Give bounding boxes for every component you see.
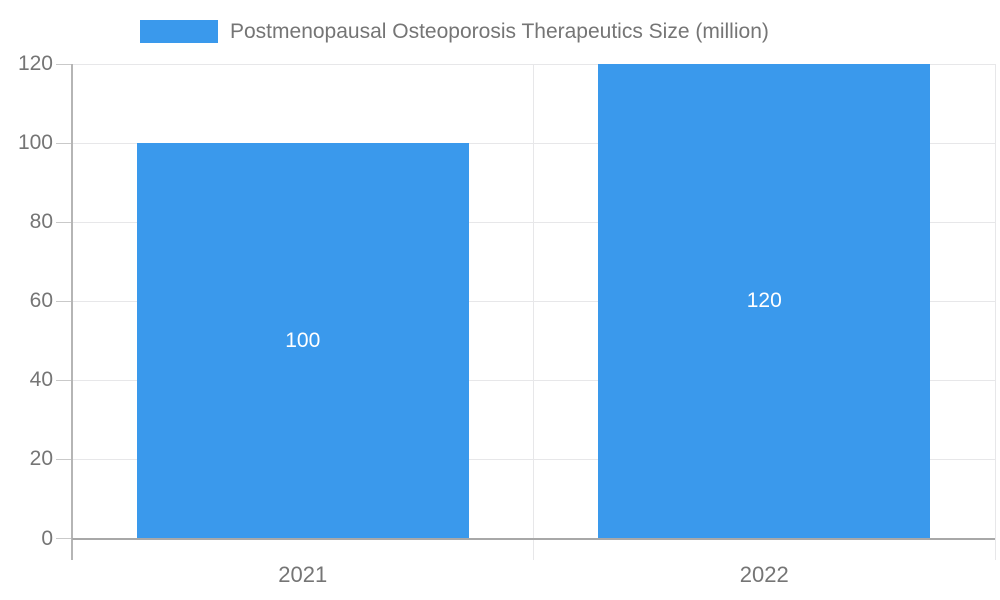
y-axis-tick [56,379,72,381]
y-axis-label: 80 [29,210,53,234]
legend-swatch [140,20,218,43]
gridline-vertical [994,64,996,560]
y-axis-tick [56,221,72,223]
y-axis-tick [56,458,72,460]
x-axis-line [72,537,995,540]
y-axis-label: 40 [29,368,53,392]
y-axis-tick [56,538,72,539]
y-axis-tick [56,142,72,144]
bar[interactable] [598,64,931,539]
bar[interactable] [136,143,469,539]
y-axis-label: 120 [17,52,53,75]
x-axis-label: 2022 [739,561,789,587]
y-axis-tick [56,300,72,302]
x-axis-label: 2021 [278,561,328,587]
y-axis-label: 100 [17,131,53,155]
bar-value-label: 100 [285,328,321,352]
y-axis-tick [56,63,72,65]
y-axis-label: 20 [29,447,53,471]
gridline-vertical [533,64,534,560]
y-axis-line [71,64,73,560]
legend-label: Postmenopausal Osteoporosis Therapeutics… [230,19,769,43]
bar-value-label: 120 [746,289,782,313]
y-axis-label: 0 [41,526,53,550]
legend-item[interactable]: Postmenopausal Osteoporosis Therapeutics… [140,20,769,43]
y-axis-label: 60 [29,289,53,313]
